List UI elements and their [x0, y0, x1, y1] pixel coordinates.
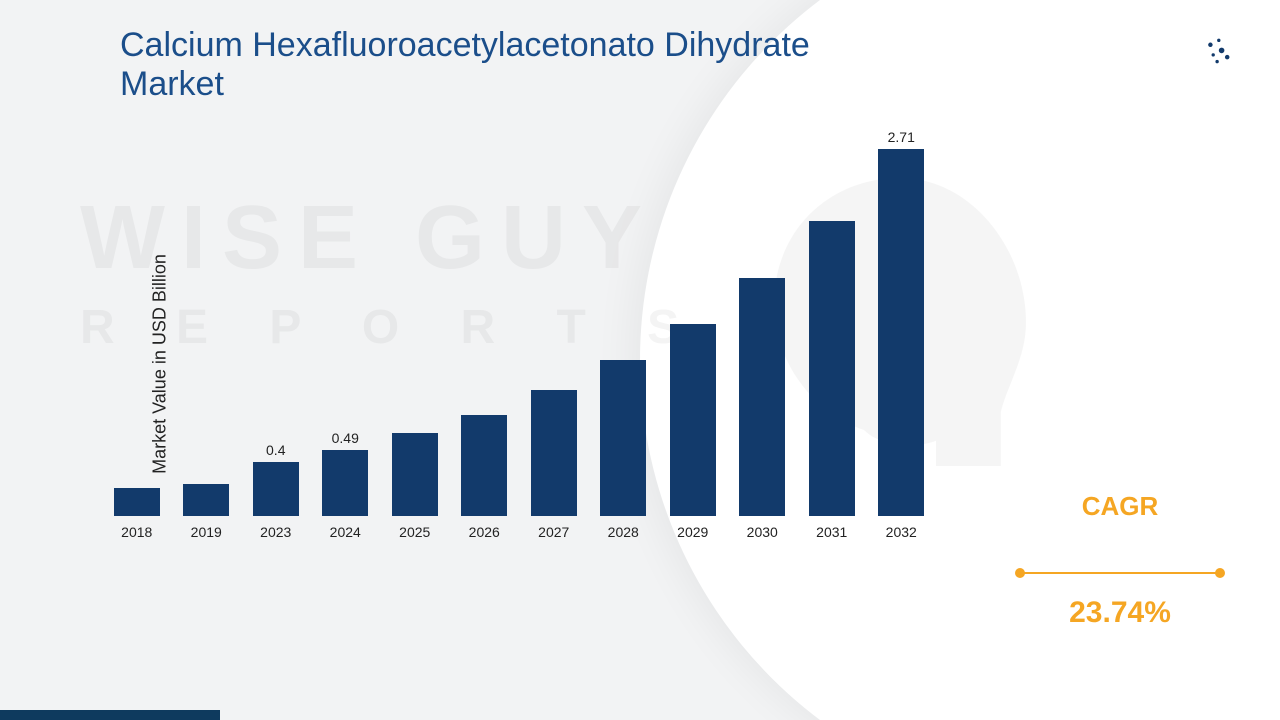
bar: [878, 149, 924, 516]
bar-value-label: 0.4: [266, 442, 285, 458]
chart-area: Market Value in USD Billion 201820190.42…: [60, 134, 930, 594]
bar-column: 2029: [664, 304, 722, 540]
x-tick-label: 2032: [886, 524, 917, 540]
x-tick-label: 2028: [608, 524, 639, 540]
plot-region: 2018 2019 0.4 2023 0.49 2024 2025 2026 2027 2028 2…: [108, 134, 930, 564]
bar-column: 2.71 2032: [873, 129, 931, 540]
bar: [392, 433, 438, 516]
bar-column: 0.4 2023: [247, 442, 305, 540]
brand-logo: WISE GUY R E P O R T S: [1008, 28, 1244, 96]
bar: [809, 221, 855, 516]
bar: [461, 415, 507, 517]
chart-title: Calcium Hexafluoroacetylacetonato Dihydr…: [120, 26, 870, 104]
cagr-divider: [1020, 572, 1220, 574]
bar-column: 2031: [803, 201, 861, 540]
bar-column: 2028: [595, 340, 653, 540]
x-tick-label: 2029: [677, 524, 708, 540]
x-tick-label: 2031: [816, 524, 847, 540]
bar-column: 2030: [734, 258, 792, 540]
x-tick-label: 2025: [399, 524, 430, 540]
x-tick-label: 2024: [330, 524, 361, 540]
cagr-label: CAGR: [1000, 491, 1240, 522]
cagr-value: 23.74%: [1000, 596, 1240, 630]
bar-column: 0.49 2024: [317, 430, 375, 540]
x-tick-label: 2026: [469, 524, 500, 540]
x-tick-label: 2027: [538, 524, 569, 540]
x-tick-label: 2023: [260, 524, 291, 540]
bar: [670, 324, 716, 516]
x-tick-label: 2030: [747, 524, 778, 540]
bar: [114, 488, 160, 516]
bar-column: 2018: [108, 468, 166, 540]
cagr-period: (2019-2032): [1000, 524, 1240, 550]
logo-text-sub: R E P O R T S: [1008, 82, 1244, 96]
bar: [531, 390, 577, 516]
x-tick-label: 2018: [121, 524, 152, 540]
bar: [322, 450, 368, 516]
page-root: WISE GUY R E P O R T S Calcium Hexafluor…: [0, 0, 1280, 720]
bar-value-label: 0.49: [332, 430, 359, 446]
bars-container: 2018 2019 0.4 2023 0.49 2024 2025 2026 2027 2028 2…: [108, 134, 930, 540]
bar-column: 2025: [386, 413, 444, 540]
footer-accent-bar: [0, 710, 220, 720]
bar: [739, 278, 785, 516]
brain-head-icon: [1188, 28, 1244, 84]
bar-column: 2019: [178, 464, 236, 540]
bar-column: 2027: [525, 370, 583, 540]
bar-column: 2026: [456, 395, 514, 541]
bar: [600, 360, 646, 516]
cagr-block: CAGR (2019-2032) 23.74%: [1000, 491, 1240, 630]
bar: [253, 462, 299, 516]
bar: [183, 484, 229, 516]
logo-main-row: WISE GUY: [1008, 28, 1244, 84]
bar-value-label: 2.71: [888, 129, 915, 145]
x-tick-label: 2019: [191, 524, 222, 540]
content-layer: WISE GUY R E P O R T S Calcium Hexafluor…: [0, 0, 1280, 720]
logo-text-main: WISE GUY: [1008, 40, 1180, 72]
